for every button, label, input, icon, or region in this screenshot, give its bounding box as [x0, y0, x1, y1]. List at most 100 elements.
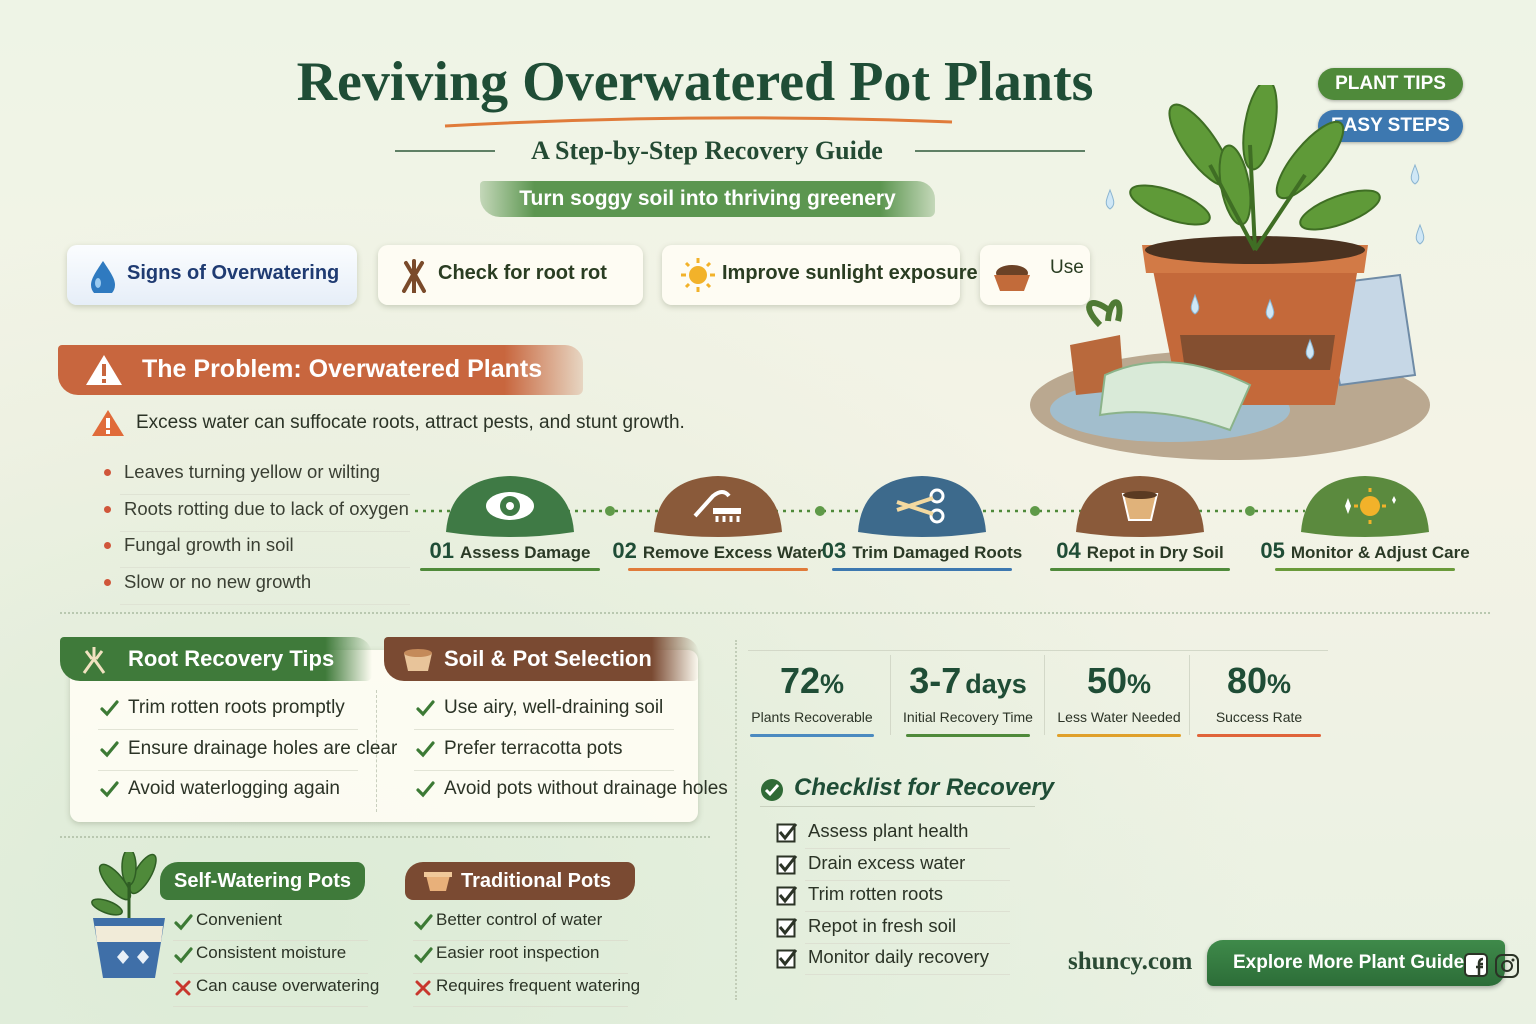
- icon-shape: [605, 506, 615, 516]
- step-text: Monitor & Adjust Care: [1290, 543, 1470, 562]
- stat-label: Plants Recoverable: [751, 709, 873, 725]
- section-title: Self-Watering Pots: [174, 870, 352, 892]
- comparison-text: Consistent moisture: [196, 943, 347, 962]
- stat-number: 72: [779, 660, 821, 701]
- tab: Signs of Overwatering: [67, 245, 357, 305]
- icon-shape: [1299, 189, 1381, 231]
- stat-underline: [750, 734, 874, 737]
- checklist-item: Trim rotten roots: [808, 883, 944, 904]
- section-title: Traditional Pots: [461, 870, 612, 892]
- check-icon: [414, 947, 433, 964]
- stat-number: 50: [1086, 660, 1128, 701]
- icon-shape: [1354, 488, 1386, 524]
- check-icon: [416, 781, 435, 798]
- comparison-text: Can cause overwatering: [196, 976, 380, 995]
- step-number: 02: [612, 538, 637, 563]
- icon-shape: [1190, 293, 1200, 315]
- tab-label: Check for root rot: [438, 262, 607, 284]
- banner-icon: [424, 872, 452, 891]
- stat-label: Success Rate: [1215, 709, 1303, 725]
- icon-shape: [100, 740, 119, 757]
- icon-shape: [414, 947, 433, 964]
- step-icon: [446, 476, 574, 537]
- bullet-dot: [104, 505, 111, 513]
- icon-shape: [1030, 506, 1040, 516]
- step-underline: [420, 568, 600, 571]
- stat-divider: [1189, 655, 1190, 735]
- icon-shape: [689, 266, 707, 284]
- step-underline: [832, 568, 1012, 571]
- section-banner: Soil & Pot Selection: [384, 637, 699, 681]
- icon-shape: [715, 516, 740, 522]
- tab: Improve sunlight exposure: [662, 245, 978, 305]
- step-text: Repot in Dry Soil: [1086, 543, 1224, 562]
- bullet-rule: [120, 494, 410, 495]
- check-icon: [100, 781, 119, 798]
- icon-shape: [1123, 491, 1157, 499]
- icon-shape: [486, 492, 534, 520]
- tab: Check for root rot: [378, 245, 643, 305]
- banner-icon: [82, 647, 106, 674]
- step-underline: [1050, 568, 1230, 571]
- plant-illustration: [1030, 85, 1430, 460]
- bullet-rule: [120, 604, 410, 606]
- icon-shape: [1245, 506, 1255, 516]
- site-name: shuncy.com: [1068, 948, 1193, 975]
- tab-label: Signs of Overwatering: [127, 262, 340, 284]
- icon-shape: [175, 980, 191, 996]
- explore-button-label: Explore More Plant Guides: [1233, 952, 1475, 973]
- icon-shape: [684, 282, 691, 289]
- title: Reviving Overwatered Pot Plants: [296, 51, 1094, 113]
- check-icon: [414, 914, 433, 931]
- icon-shape: [506, 502, 514, 510]
- icon-shape: [416, 781, 435, 798]
- bullet-text: Slow or no new growth: [124, 571, 312, 593]
- checklist-item-rule: [805, 879, 1010, 881]
- icon-shape: [778, 886, 798, 904]
- tip-rule: [414, 769, 674, 771]
- icon-shape: [416, 700, 435, 717]
- title-underline: [444, 116, 953, 128]
- icon-shape: [121, 852, 137, 886]
- check-icon: [174, 947, 193, 964]
- icon-shape: [444, 116, 953, 128]
- cross-icon: [415, 980, 431, 996]
- stat-unit: %: [820, 669, 845, 699]
- stat-label: Initial Recovery Time: [903, 709, 1033, 725]
- checklist-item-rule: [805, 911, 1010, 912]
- tip-text: Avoid pots without drainage holes: [444, 778, 728, 799]
- tab-icon: [402, 259, 426, 293]
- social-icons: [1464, 953, 1519, 978]
- bullet-rule: [120, 567, 410, 569]
- stat-underline: [906, 734, 1030, 737]
- icon-shape: [1086, 299, 1123, 328]
- icon-shape: [91, 261, 115, 293]
- stat-value: 3-7 days: [888, 660, 1048, 702]
- tagline: Turn soggy soil into thriving greenery: [480, 181, 935, 217]
- icon-shape: [402, 259, 426, 293]
- icon-shape: [102, 364, 106, 376]
- check-icon: [174, 914, 193, 931]
- stat-number: 80: [1226, 660, 1268, 701]
- icon-shape: [404, 653, 432, 671]
- checklist-item: Repot in fresh soil: [808, 914, 957, 936]
- stat-underline: [1057, 734, 1181, 737]
- checkbox: [776, 886, 798, 906]
- section-banner: Root Recovery Tips: [60, 637, 372, 681]
- step-number: 03: [821, 538, 847, 563]
- comparison-text: Easier root inspection: [436, 943, 600, 962]
- icon-shape: [416, 740, 435, 757]
- icon-shape: [1105, 163, 1425, 360]
- explore-button[interactable]: Explore More Plant Guides: [1207, 940, 1505, 986]
- bullet-rule: [120, 530, 410, 532]
- checkbox: [776, 823, 798, 843]
- icon-shape: [1121, 491, 1159, 521]
- icon-shape: [776, 918, 796, 937]
- check-icon: [416, 700, 435, 717]
- checklist-rule: [760, 806, 1035, 807]
- comparison-rule: [173, 1006, 368, 1007]
- check-icon: [416, 740, 435, 757]
- icon-shape: [778, 823, 798, 841]
